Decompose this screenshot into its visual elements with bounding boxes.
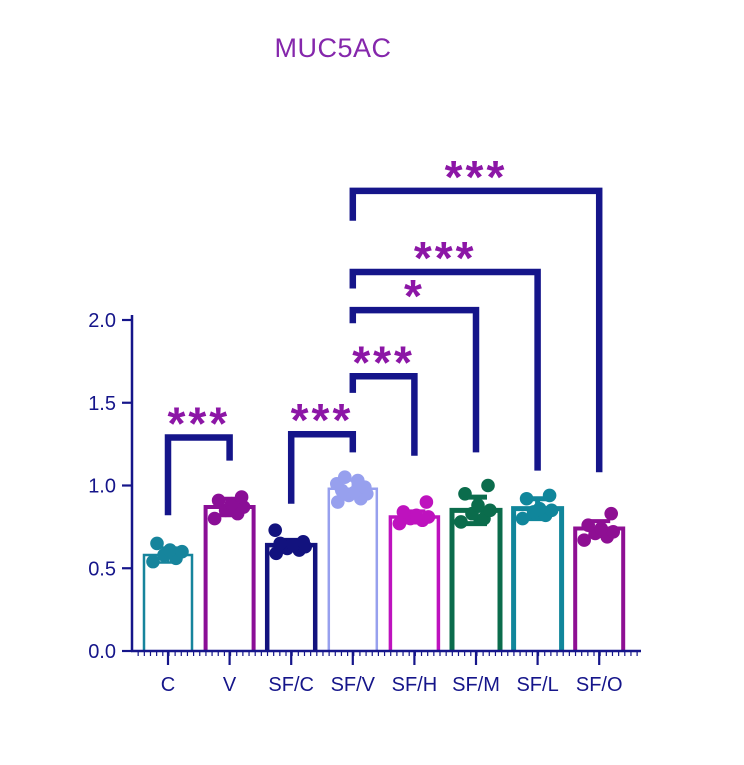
data-point	[594, 521, 608, 536]
data-point	[481, 478, 495, 493]
data-point	[351, 473, 365, 488]
significance-bracket	[349, 268, 541, 471]
data-point	[515, 511, 530, 526]
significance-label: *	[404, 270, 425, 322]
significance-label: ***	[291, 394, 354, 446]
y-tick-label: 1.0	[88, 476, 116, 498]
bar-SF/C	[264, 542, 318, 651]
data-point	[454, 515, 468, 529]
data-point	[224, 496, 239, 511]
data-point	[211, 493, 226, 508]
significance-label: ***	[445, 151, 508, 203]
data-point	[471, 498, 485, 513]
data-point	[150, 536, 164, 551]
data-point	[268, 523, 283, 537]
significance-bracket	[287, 430, 357, 504]
data-point	[604, 506, 618, 521]
significance-bracket	[164, 434, 233, 516]
data-point	[419, 495, 434, 509]
data-point	[606, 525, 620, 539]
data-point	[577, 533, 591, 547]
data-point	[163, 543, 177, 557]
x-category-label: C	[161, 674, 175, 696]
x-category-label: SF/H	[392, 674, 438, 696]
y-tick-label: 0.0	[88, 641, 116, 663]
bar-SF/V	[327, 487, 379, 651]
data-point	[331, 495, 345, 509]
significance-label: ***	[414, 232, 477, 284]
data-point	[234, 490, 249, 504]
data-point	[519, 491, 534, 506]
data-point	[207, 511, 222, 526]
y-tick-label: 2.0	[88, 310, 116, 332]
bar-SF/O	[573, 526, 626, 651]
bar-C	[142, 553, 194, 651]
significance-bracket	[349, 306, 480, 453]
significance-bracket	[349, 187, 603, 473]
x-category-label: SF/L	[516, 674, 558, 696]
significance-label: ***	[352, 336, 415, 388]
data-point	[542, 488, 557, 503]
data-point	[392, 516, 407, 531]
data-point	[483, 503, 497, 518]
bar-SF/L	[511, 506, 565, 651]
data-point	[421, 510, 436, 524]
data-point	[409, 508, 424, 523]
y-tick-label: 1.5	[88, 393, 116, 415]
data-point	[273, 536, 288, 551]
data-point	[175, 544, 189, 559]
data-point	[544, 503, 559, 518]
bar-SF/M	[449, 507, 503, 651]
data-point	[146, 554, 160, 569]
data-point	[458, 486, 472, 501]
bar-SF/H	[388, 515, 441, 651]
x-category-label: V	[223, 674, 237, 696]
bar-V	[203, 505, 256, 651]
y-tick-label: 0.5	[88, 558, 116, 580]
x-category-label: SF/O	[576, 674, 623, 696]
x-category-label: SF/V	[331, 674, 376, 696]
data-point	[532, 501, 547, 516]
x-category-label: SF/M	[452, 674, 500, 696]
significance-bracket	[349, 373, 418, 456]
data-point	[296, 534, 311, 549]
chart-title: MUC5AC	[274, 33, 391, 63]
data-point	[396, 505, 411, 519]
data-point	[581, 518, 595, 533]
x-category-label: SF/C	[268, 674, 314, 696]
data-point	[338, 470, 352, 485]
significance-label: ***	[167, 398, 230, 450]
